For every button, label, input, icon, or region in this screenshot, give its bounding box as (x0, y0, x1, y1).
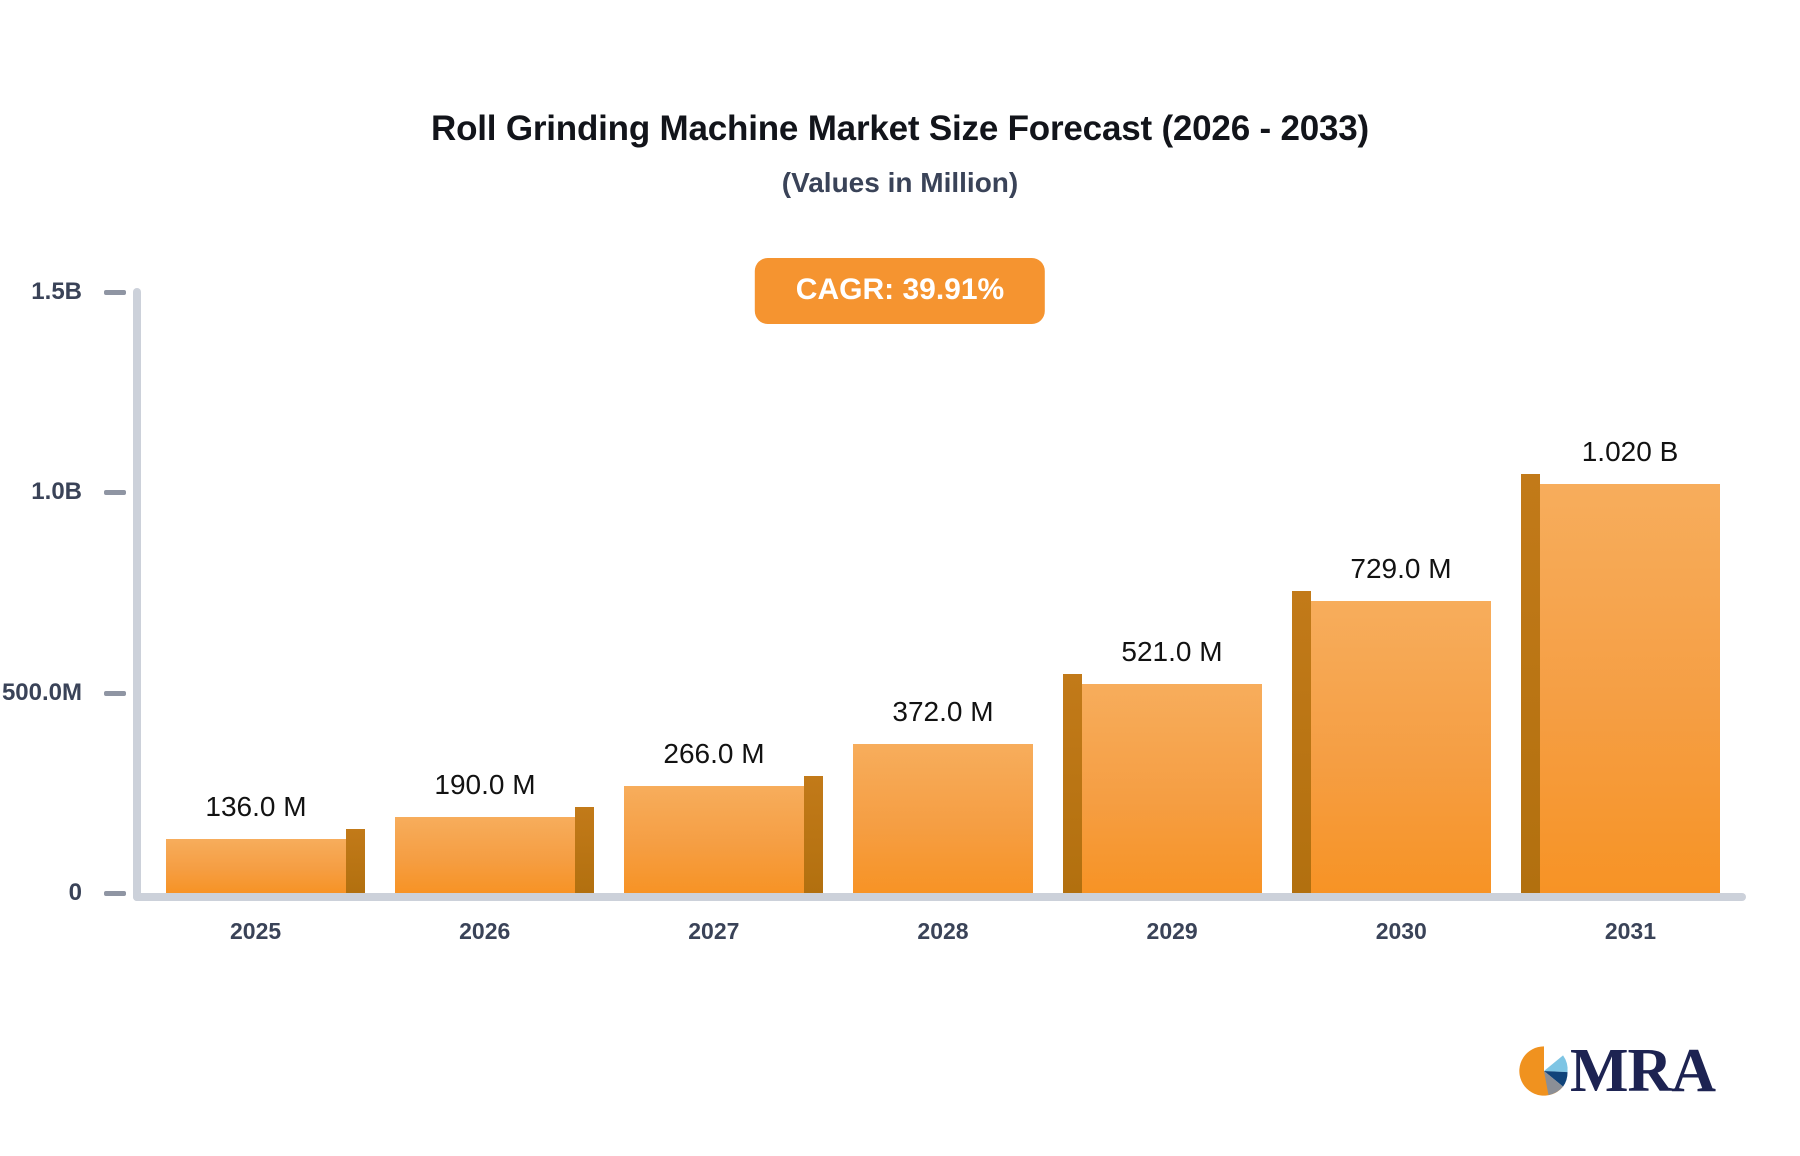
chart-subtitle: (Values in Million) (781, 167, 1019, 198)
brand-logo: MRA (1516, 1037, 1716, 1105)
x-axis-label: 2031 (1604, 918, 1656, 944)
bar-side-face (346, 828, 365, 893)
bar-front-face[interactable] (1082, 684, 1262, 893)
bar-column[interactable]: 372.0 M (853, 0, 1033, 1156)
x-axis-baseline (133, 893, 1746, 901)
page-title: Roll Grinding Machine Market Size Foreca… (431, 109, 1369, 148)
bar-side-face (575, 806, 594, 893)
bar-value-label: 266.0 M (663, 738, 765, 770)
x-axis-label: 2027 (688, 918, 740, 944)
y-axis-tick (104, 290, 126, 295)
bar-value-label: 521.0 M (1121, 636, 1223, 668)
bar-front-face[interactable] (853, 743, 1033, 893)
y-axis-label: 1.0B (31, 478, 82, 506)
bar-side-face (1063, 674, 1082, 893)
bar-column[interactable]: 729.0 M (1292, 0, 1491, 1156)
bar-value-label: 136.0 M (205, 790, 307, 822)
y-axis-line (133, 288, 141, 901)
bar-value-label: 190.0 M (434, 768, 536, 800)
y-axis-label: 0 (68, 879, 82, 906)
bar-column[interactable]: 521.0 M (1063, 0, 1262, 1156)
x-axis-label: 2030 (1375, 918, 1427, 944)
bar-side-face (1292, 590, 1311, 893)
bar-value-label: 729.0 M (1350, 552, 1452, 584)
x-axis-label: 2029 (1146, 918, 1198, 944)
bar-side-face (1521, 474, 1540, 893)
bar-side-face (804, 776, 823, 893)
title-block: Roll Grinding Machine Market Size Foreca… (0, 108, 1800, 200)
bar-front-face[interactable] (166, 838, 346, 893)
y-axis-label: 500.0M (1, 678, 82, 706)
bar-column[interactable]: 136.0 M (166, 0, 365, 1156)
logo-text: MRA (1570, 1037, 1716, 1105)
y-axis-label: 1.5B (31, 278, 82, 305)
y-axis-tick (104, 490, 126, 496)
bar-column[interactable]: 190.0 M (395, 0, 594, 1156)
bar-front-face[interactable] (1311, 600, 1491, 893)
bar-front-face[interactable] (395, 816, 575, 893)
cagr-badge: CAGR: 39.91% (754, 258, 1046, 324)
x-axis-label: 2026 (459, 918, 511, 944)
bar-value-label: 372.0 M (892, 695, 994, 727)
y-axis-tick (104, 891, 126, 896)
y-axis-tick (104, 690, 126, 696)
bar-value-label: 1.020 B (1581, 436, 1679, 468)
x-axis-label: 2025 (229, 918, 282, 944)
x-axis-label: 2028 (917, 918, 969, 944)
bar-column[interactable]: 266.0 M (624, 0, 823, 1156)
bar-column[interactable]: 1.020 B (1521, 0, 1720, 1156)
pie-chart-icon (1519, 1046, 1568, 1096)
bar-front-face[interactable] (1540, 484, 1720, 893)
bar-front-face[interactable] (624, 786, 804, 893)
